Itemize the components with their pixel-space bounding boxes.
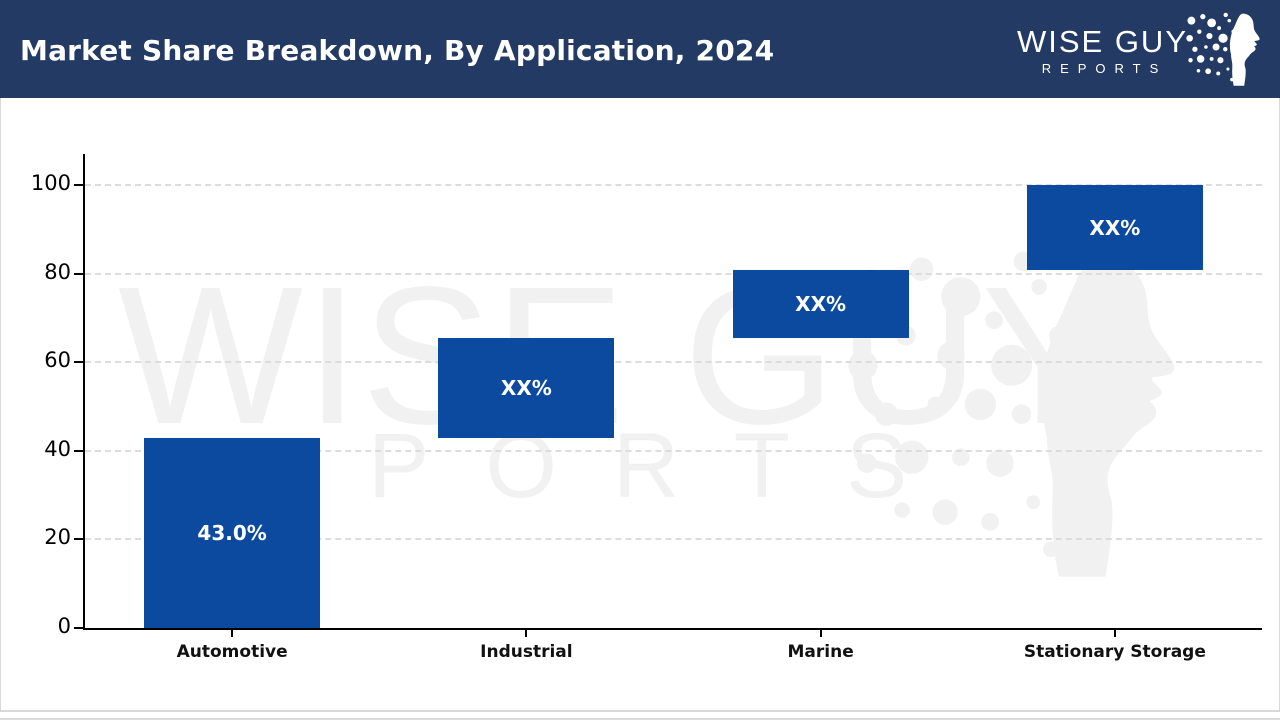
y-tick-label-100: 100 [30, 171, 71, 195]
y-tick-label-20: 20 [44, 525, 71, 550]
x-category-label-2: Marine [787, 642, 854, 662]
bar-value-label: 43.0% [197, 520, 267, 545]
chart-title: Market Share Breakdown, By Application, … [20, 34, 775, 67]
gridline-40 [85, 449, 1262, 452]
y-tick-0 [74, 627, 83, 629]
gridline-100 [85, 184, 1262, 186]
x-tick-1 [525, 628, 528, 637]
wise-guy-reports-logo: WISE GUY REPORTS [1017, 6, 1266, 96]
y-tick-40 [74, 449, 83, 452]
y-axis-line [83, 154, 85, 630]
bar-value-label: XX% [795, 291, 847, 316]
logo-head-icon [1186, 12, 1260, 86]
x-category-label-1: Industrial [480, 642, 573, 662]
bottom-edge-line [0, 718, 1280, 720]
x-category-label-3: Stationary Storage [1023, 642, 1206, 662]
y-tick-80 [74, 272, 83, 275]
x-tick-2 [819, 628, 822, 637]
logo-subtitle: REPORTS [1041, 60, 1168, 76]
logo-text: WISE GUY REPORTS [1017, 26, 1188, 76]
bar-value-label: XX% [500, 375, 552, 400]
waterfall-chart: 0 20 40 60 80 100 43.0% Automotive XX% Industrial… [31, 154, 1262, 662]
x-tick-0 [231, 628, 234, 637]
gridline-80 [85, 272, 1262, 275]
header-bar: Market Share Breakdown, By Application, … [0, 0, 1280, 98]
bar-automotive: 43.0% [144, 437, 321, 628]
y-tick-60 [74, 361, 83, 364]
gridline-60 [85, 361, 1262, 364]
bar-industrial: XX% [438, 337, 615, 438]
x-category-label-0: Automotive [176, 642, 288, 662]
logo-wordmark: WISE GUY [1016, 24, 1188, 60]
bottom-divider-line [0, 710, 1280, 712]
x-tick-3 [1113, 628, 1116, 637]
y-tick-label-40: 40 [44, 436, 71, 461]
x-axis-line [83, 628, 1262, 630]
bar-marine: XX% [732, 270, 909, 338]
y-tick-20 [74, 538, 83, 541]
bar-value-label: XX% [1089, 215, 1141, 240]
bar-stationary-storage: XX% [1026, 185, 1203, 271]
y-tick-100 [74, 184, 83, 186]
y-tick-label-80: 80 [44, 259, 71, 284]
y-tick-label-60: 60 [44, 348, 71, 373]
y-tick-label-0: 0 [57, 614, 71, 638]
gridline-20 [85, 538, 1262, 541]
